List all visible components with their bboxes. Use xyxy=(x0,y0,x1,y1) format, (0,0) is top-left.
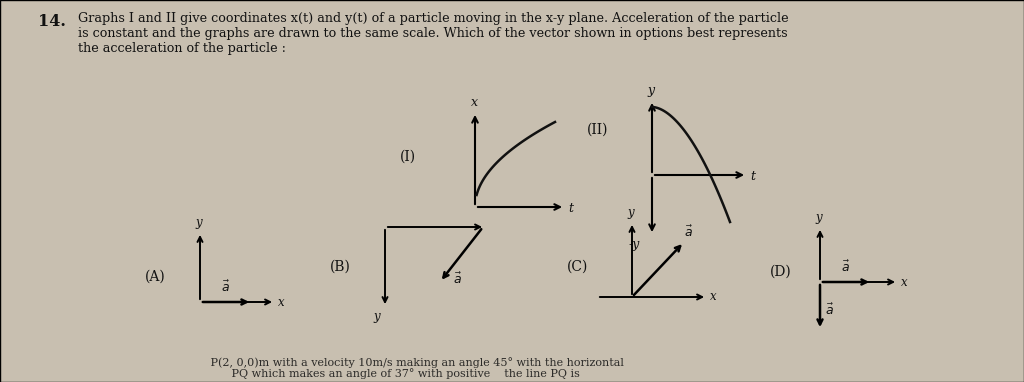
Text: t: t xyxy=(750,170,755,183)
Text: $\vec{a}$: $\vec{a}$ xyxy=(825,303,835,317)
Text: (B): (B) xyxy=(330,260,351,274)
Text: y: y xyxy=(647,84,654,97)
Text: $\vec{a}$: $\vec{a}$ xyxy=(453,272,463,287)
Text: (D): (D) xyxy=(770,265,792,279)
Text: (II): (II) xyxy=(587,123,608,137)
Text: $\vec{a}$: $\vec{a}$ xyxy=(842,260,851,275)
Text: y: y xyxy=(628,206,634,219)
Text: $\vec{a}$: $\vec{a}$ xyxy=(684,225,693,240)
Text: the acceleration of the particle :: the acceleration of the particle : xyxy=(78,42,286,55)
Text: t: t xyxy=(568,201,573,215)
Text: (A): (A) xyxy=(145,270,166,284)
Text: Graphs I and II give coordinates x(t) and y(t) of a particle moving in the x-y p: Graphs I and II give coordinates x(t) an… xyxy=(78,12,788,25)
Text: x: x xyxy=(710,290,717,304)
Text: (I): (I) xyxy=(400,150,416,164)
Text: PQ which makes an angle of 37° with positive    the line PQ is: PQ which makes an angle of 37° with posi… xyxy=(200,368,580,379)
Text: is constant and the graphs are drawn to the same scale. Which of the vector show: is constant and the graphs are drawn to … xyxy=(78,27,787,40)
Text: y: y xyxy=(374,310,380,323)
Text: y: y xyxy=(196,216,203,229)
Text: x: x xyxy=(901,275,907,288)
Text: y: y xyxy=(816,211,822,224)
Text: (C): (C) xyxy=(567,260,589,274)
Text: x: x xyxy=(278,296,285,309)
Text: 14.: 14. xyxy=(38,13,66,30)
Text: -y: -y xyxy=(629,238,640,251)
Text: x: x xyxy=(470,96,477,109)
Text: $\vec{a}$: $\vec{a}$ xyxy=(221,280,230,295)
Text: P(2, 0,0)m with a velocity 10m/s making an angle 45° with the horizontal: P(2, 0,0)m with a velocity 10m/s making … xyxy=(200,357,624,368)
